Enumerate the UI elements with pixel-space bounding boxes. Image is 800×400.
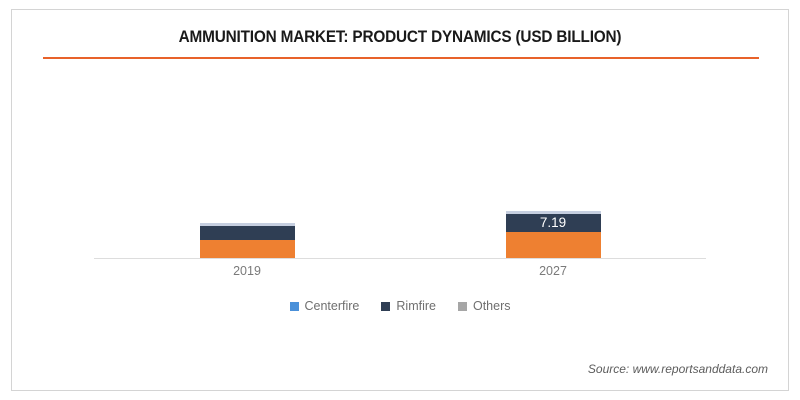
x-axis-line [94, 258, 706, 259]
bar-segment-others[interactable] [505, 211, 601, 214]
bar-group-2027[interactable]: 7.19 [400, 62, 706, 258]
legend-item-others[interactable]: Others [457, 299, 511, 313]
x-axis-tick-labels: 2019 2027 [94, 264, 706, 284]
legend-label: Others [472, 299, 511, 313]
page-title: AMMUNITION MARKET: PRODUCT DYNAMICS (USD… [178, 28, 622, 46]
plot-area: 7.19 [12, 62, 790, 260]
legend-item-centerfire[interactable]: Centerfire [289, 299, 360, 313]
title-block: AMMUNITION MARKET: PRODUCT DYNAMICS (USD… [12, 10, 788, 62]
bar-series-group: 7.19 [94, 62, 706, 258]
stacked-bar[interactable] [199, 223, 295, 258]
legend-label: Rimfire [396, 299, 436, 313]
source-attribution: Source: www.reportsanddata.com [587, 362, 768, 376]
chart-figure: AMMUNITION MARKET: PRODUCT DYNAMICS (USD… [11, 9, 789, 391]
bar-segment-others[interactable] [199, 223, 295, 226]
bar-value-label: 7.19 [539, 215, 567, 230]
x-tick-label-2019: 2019 [233, 264, 261, 278]
bar-segment-centerfire[interactable] [505, 232, 601, 258]
legend-swatch-icon [289, 301, 299, 311]
title-underline-rule [43, 57, 759, 59]
bar-segment-centerfire[interactable] [199, 240, 295, 258]
legend-label: Centerfire [304, 299, 360, 313]
bar-group-2019[interactable] [94, 62, 400, 258]
x-tick-label-2027: 2027 [539, 264, 567, 278]
legend-swatch-icon [457, 301, 467, 311]
bar-segment-rimfire[interactable]: 7.19 [505, 214, 601, 232]
chart-legend: Centerfire Rimfire Others [12, 299, 788, 313]
legend-item-rimfire[interactable]: Rimfire [381, 299, 436, 313]
bar-segment-rimfire[interactable] [199, 226, 295, 240]
legend-swatch-icon [381, 301, 391, 311]
stacked-bar[interactable]: 7.19 [505, 211, 601, 258]
